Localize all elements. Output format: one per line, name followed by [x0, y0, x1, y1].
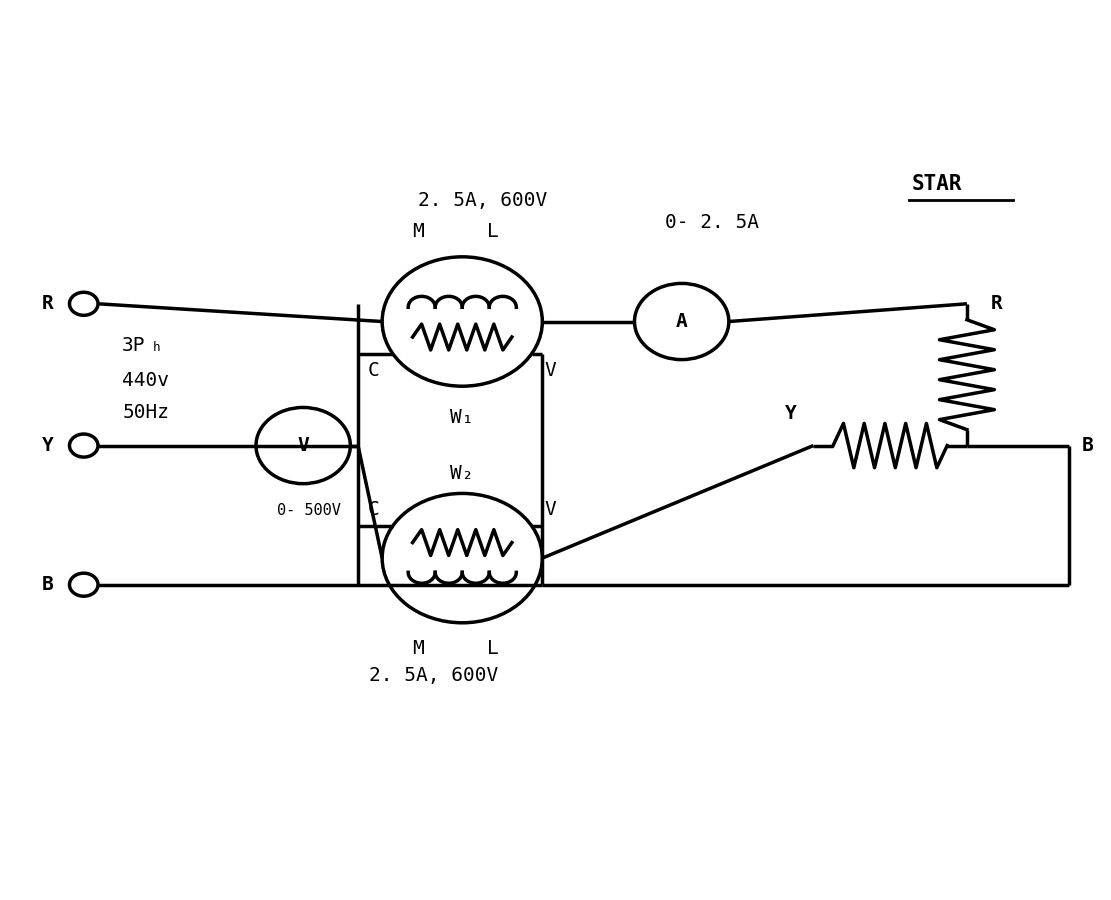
Text: STAR: STAR: [912, 175, 962, 194]
Text: 2. 5A, 600V: 2. 5A, 600V: [369, 667, 498, 686]
Text: M: M: [412, 639, 424, 658]
Text: L: L: [487, 222, 499, 241]
Text: 2. 5A, 600V: 2. 5A, 600V: [419, 191, 548, 210]
Text: V: V: [544, 500, 557, 518]
Text: h: h: [153, 341, 160, 355]
Circle shape: [70, 434, 98, 457]
Text: R: R: [42, 294, 53, 313]
Text: C: C: [368, 500, 380, 518]
Circle shape: [70, 292, 98, 315]
Text: C: C: [368, 361, 380, 380]
Text: W₁: W₁: [450, 409, 474, 428]
Text: 3P: 3P: [122, 336, 146, 355]
Text: Y: Y: [785, 404, 797, 423]
Text: V: V: [298, 436, 309, 455]
Text: W₂: W₂: [450, 464, 474, 482]
Text: A: A: [675, 312, 688, 331]
Text: V: V: [544, 361, 557, 380]
Text: B: B: [42, 575, 53, 594]
Text: M: M: [412, 222, 424, 241]
Circle shape: [70, 573, 98, 596]
Text: B: B: [1082, 436, 1094, 455]
Text: 0- 500V: 0- 500V: [277, 503, 341, 518]
Text: L: L: [487, 639, 499, 658]
Text: Y: Y: [42, 436, 53, 455]
Text: 0- 2. 5A: 0- 2. 5A: [665, 212, 759, 232]
Text: 440v: 440v: [122, 372, 169, 391]
Text: R: R: [991, 294, 1003, 313]
Text: 50Hz: 50Hz: [122, 403, 169, 422]
